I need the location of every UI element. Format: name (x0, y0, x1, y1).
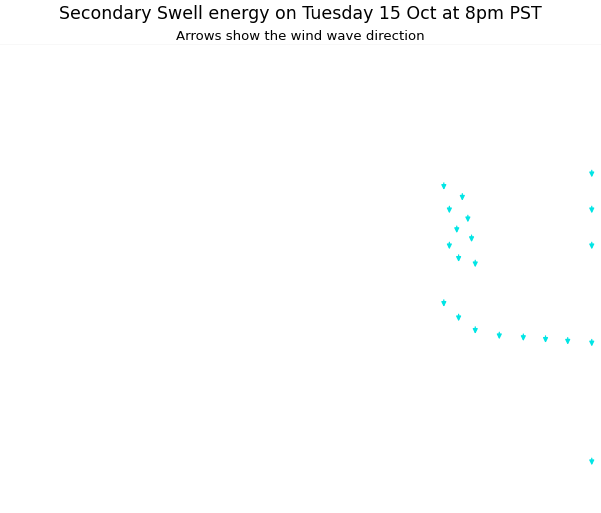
Text: Arrows show the wind wave direction: Arrows show the wind wave direction (176, 30, 425, 43)
Text: Secondary Swell energy on Tuesday 15 Oct at 8pm PST: Secondary Swell energy on Tuesday 15 Oct… (59, 5, 542, 23)
